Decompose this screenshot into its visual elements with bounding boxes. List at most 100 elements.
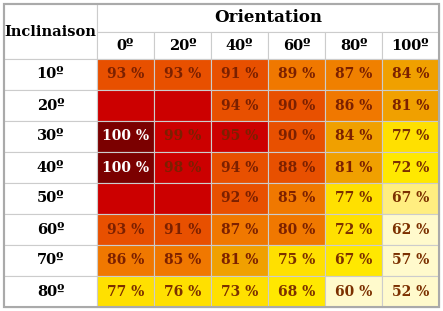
Bar — [4, 152, 97, 183]
Text: 40º: 40º — [37, 160, 64, 174]
Bar — [325, 245, 382, 276]
Text: 76 %: 76 % — [164, 285, 201, 299]
Bar — [4, 59, 97, 90]
Bar — [382, 121, 439, 152]
Text: 67 %: 67 % — [335, 253, 372, 267]
Text: 93 %: 93 % — [164, 67, 201, 81]
Text: 85 %: 85 % — [278, 192, 315, 206]
Bar — [97, 4, 439, 32]
Text: 84 %: 84 % — [335, 129, 372, 143]
Bar — [268, 32, 325, 59]
Text: 94 %: 94 % — [221, 160, 258, 174]
Text: 96 %: 96 % — [164, 192, 201, 206]
Text: 94 %: 94 % — [221, 99, 258, 113]
Text: 85 %: 85 % — [164, 253, 201, 267]
Bar — [268, 59, 325, 90]
Text: 81 %: 81 % — [392, 99, 429, 113]
Text: 86 %: 86 % — [107, 253, 144, 267]
Bar — [4, 245, 97, 276]
Text: 67 %: 67 % — [392, 192, 429, 206]
Bar — [4, 121, 97, 152]
Text: 97 %: 97 % — [164, 99, 201, 113]
Bar — [97, 276, 154, 307]
Bar — [4, 214, 97, 245]
Bar — [211, 183, 268, 214]
Bar — [154, 183, 211, 214]
Text: 93 %: 93 % — [107, 67, 144, 81]
Bar — [97, 214, 154, 245]
Text: 40º: 40º — [226, 39, 253, 53]
Bar — [97, 90, 154, 121]
Text: 20º: 20º — [169, 39, 196, 53]
Text: 68 %: 68 % — [278, 285, 315, 299]
Bar — [325, 214, 382, 245]
Text: 77 %: 77 % — [335, 192, 372, 206]
Text: 62 %: 62 % — [392, 222, 429, 236]
Text: 81 %: 81 % — [335, 160, 372, 174]
Text: 50º: 50º — [37, 192, 64, 206]
Text: 86 %: 86 % — [335, 99, 372, 113]
Text: 87 %: 87 % — [221, 222, 258, 236]
Bar — [382, 245, 439, 276]
Text: 91 %: 91 % — [164, 222, 201, 236]
Bar — [97, 183, 154, 214]
Bar — [154, 121, 211, 152]
Bar — [325, 183, 382, 214]
Text: 57 %: 57 % — [392, 253, 429, 267]
Text: 73 %: 73 % — [221, 285, 258, 299]
Bar — [211, 245, 268, 276]
Text: 88 %: 88 % — [278, 160, 315, 174]
Text: 98 %: 98 % — [164, 160, 201, 174]
Text: 99 %: 99 % — [164, 129, 201, 143]
Bar — [154, 90, 211, 121]
Text: 72 %: 72 % — [392, 160, 429, 174]
Bar — [382, 214, 439, 245]
Bar — [211, 152, 268, 183]
Bar — [211, 121, 268, 152]
Text: 93 %: 93 % — [107, 222, 144, 236]
Text: 100 %: 100 % — [102, 129, 149, 143]
Text: 60º: 60º — [37, 222, 64, 236]
Text: Orientation: Orientation — [214, 10, 322, 26]
Text: 84 %: 84 % — [392, 67, 429, 81]
Bar — [382, 276, 439, 307]
Bar — [97, 32, 154, 59]
Text: Inclinaison: Inclinaison — [4, 25, 97, 39]
Bar — [154, 152, 211, 183]
Bar — [4, 90, 97, 121]
Bar — [268, 90, 325, 121]
Bar — [97, 121, 154, 152]
Bar — [382, 90, 439, 121]
Bar — [211, 90, 268, 121]
Bar — [382, 183, 439, 214]
Text: 77 %: 77 % — [392, 129, 429, 143]
Bar — [211, 59, 268, 90]
Text: 91 %: 91 % — [221, 67, 258, 81]
Bar — [97, 152, 154, 183]
Bar — [4, 276, 97, 307]
Bar — [211, 276, 268, 307]
Bar — [97, 59, 154, 90]
Bar — [211, 214, 268, 245]
Text: 30º: 30º — [37, 129, 64, 143]
Text: 60º: 60º — [283, 39, 310, 53]
Text: 80º: 80º — [37, 285, 64, 299]
Bar — [154, 32, 211, 59]
Text: 70º: 70º — [37, 253, 64, 267]
Bar — [325, 32, 382, 59]
Bar — [154, 276, 211, 307]
Text: 72 %: 72 % — [335, 222, 372, 236]
Bar — [325, 121, 382, 152]
Text: 0º: 0º — [117, 39, 134, 53]
Bar — [382, 59, 439, 90]
Text: 80 %: 80 % — [278, 222, 315, 236]
Text: 100 %: 100 % — [102, 160, 149, 174]
Bar — [325, 59, 382, 90]
Text: 10º: 10º — [37, 67, 64, 81]
Bar — [382, 152, 439, 183]
Text: 52 %: 52 % — [392, 285, 429, 299]
Text: 92 %: 92 % — [221, 192, 258, 206]
Bar — [325, 276, 382, 307]
Bar — [325, 90, 382, 121]
Bar — [268, 183, 325, 214]
